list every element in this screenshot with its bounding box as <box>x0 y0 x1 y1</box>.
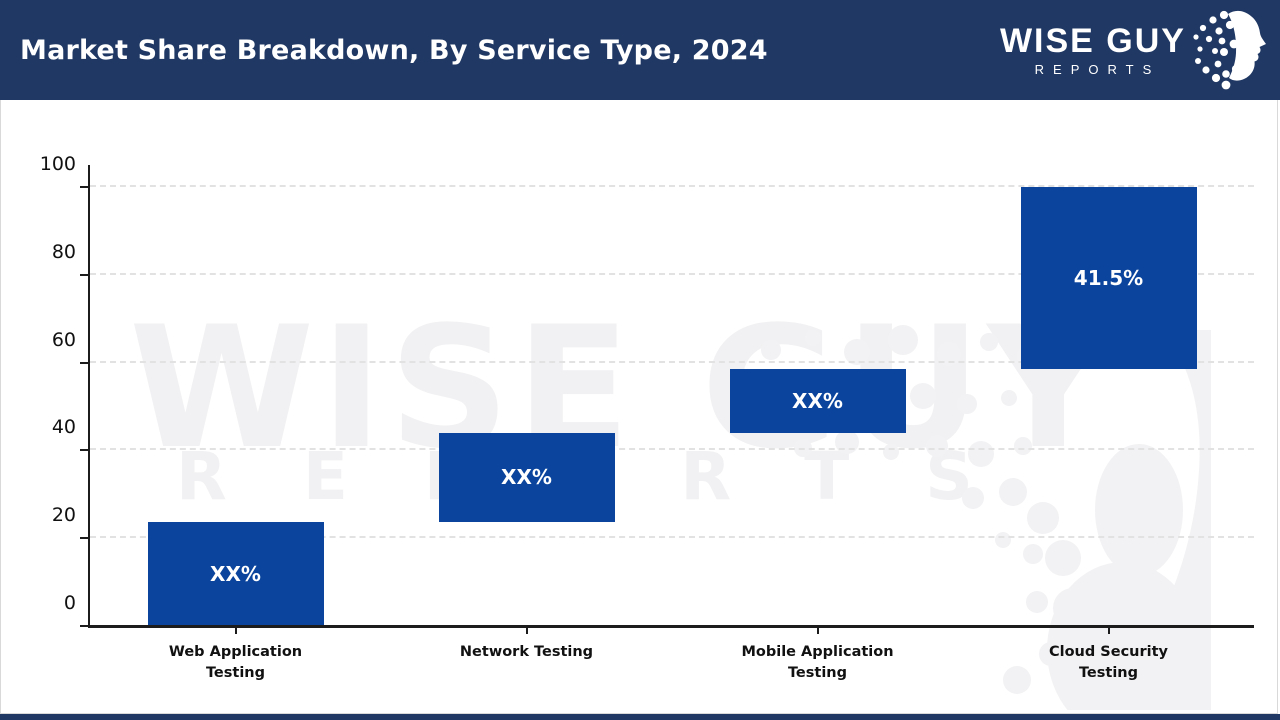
header-bar: Market Share Breakdown, By Service Type,… <box>0 0 1280 100</box>
page-title: Market Share Breakdown, By Service Type,… <box>20 34 768 66</box>
x-tick-mark <box>1107 626 1110 634</box>
bar-value-label: XX% <box>210 561 261 586</box>
gridline <box>90 184 1254 187</box>
watermark-wordmark: WISE GUY <box>129 290 1116 486</box>
y-tick-mark <box>80 185 88 188</box>
x-category-label: Network Testing <box>459 644 594 660</box>
bar-value-label: XX% <box>792 389 843 413</box>
logo-text: WISE GUY REPORTS <box>1000 24 1186 76</box>
logo-wordmark: WISE GUY <box>999 22 1186 60</box>
plot-area: 0 20 40 60 80 100 XX% Web Application Testing XX… <box>40 153 1254 681</box>
x-category-label: Mobile Application Testing <box>741 644 894 682</box>
y-tick-mark <box>80 625 88 627</box>
y-axis-spine <box>88 165 90 628</box>
y-tick-mark <box>80 537 88 540</box>
y-tick-label: 60 <box>51 328 76 351</box>
bar: XX% <box>147 521 324 626</box>
y-tick-label: 40 <box>51 416 76 439</box>
x-category-label: Cloud Security Testing <box>1048 644 1169 682</box>
logo-face-icon <box>1193 10 1266 90</box>
gridline <box>90 272 1254 275</box>
y-tick-mark <box>80 449 88 452</box>
y-tick-label: 0 <box>63 592 76 614</box>
y-tick-mark <box>80 361 88 364</box>
figure-area: WISE GUY REPORTS <box>0 100 1278 714</box>
y-tick-mark <box>80 273 88 276</box>
wise-guy-logo: WISE GUY REPORTS <box>1000 6 1266 94</box>
bar-value-label: XX% <box>501 465 552 490</box>
watermark-face-icon <box>761 325 1211 710</box>
y-tick-label: 20 <box>51 504 76 527</box>
gridline <box>90 536 1254 539</box>
x-category-label: Web Application Testing <box>168 644 303 682</box>
bar: 41.5% <box>1020 186 1197 370</box>
logo-subtitle: REPORTS <box>1034 62 1161 77</box>
bar-value-label: 41.5% <box>1073 266 1144 291</box>
x-axis-line <box>88 625 1254 628</box>
bar: XX% <box>729 369 906 433</box>
x-tick-mark <box>234 626 237 634</box>
gridline <box>90 360 1254 363</box>
bar: XX% <box>438 432 615 522</box>
x-tick-mark <box>525 626 528 634</box>
y-tick-label: 80 <box>51 240 76 263</box>
gridline <box>90 448 1254 451</box>
y-tick-label: 100 <box>39 152 76 175</box>
x-tick-mark <box>816 626 819 634</box>
footer-bar <box>0 714 1280 720</box>
